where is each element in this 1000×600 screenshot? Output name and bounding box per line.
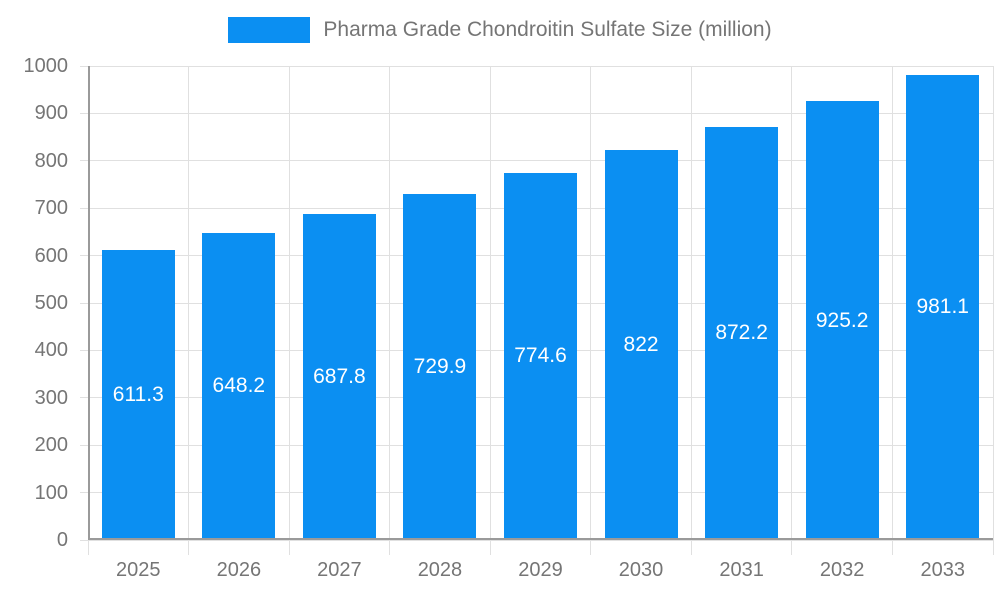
bar-value-label: 729.9	[413, 355, 467, 378]
x-gridline	[891, 66, 893, 555]
x-gridline	[489, 66, 491, 555]
bar-value-label: 981.1	[916, 295, 969, 319]
legend-swatch	[228, 17, 311, 43]
y-tick-label: 400	[34, 339, 68, 362]
legend-label: Pharma Grade Chondroitin Sulfate Size (m…	[323, 18, 772, 41]
legend-item[interactable]: Pharma Grade Chondroitin Sulfate Size (m…	[228, 17, 772, 43]
bar-2030[interactable]: 822	[604, 150, 678, 540]
y-gridline	[80, 160, 993, 162]
bar-value-label: 872.2	[715, 321, 768, 345]
bar-value-label: 648.2	[212, 374, 266, 398]
y-tick-label: 100	[34, 481, 68, 504]
bar-2028[interactable]: 729.9	[403, 194, 477, 540]
y-tick-label: 500	[34, 292, 68, 314]
bar-2027[interactable]: 687.8	[302, 213, 376, 540]
y-tick-label: 200	[34, 434, 68, 457]
y-tick-label: 800	[34, 149, 68, 172]
x-tick-label: 2025	[116, 559, 161, 581]
x-gridline	[288, 66, 290, 555]
x-tick-label: 2030	[618, 559, 664, 581]
y-gridline	[80, 539, 993, 541]
x-tick-label: 2032	[819, 559, 865, 581]
x-gridline	[389, 66, 391, 555]
y-tick-label: 700	[34, 197, 68, 220]
x-tick-label: 2028	[417, 559, 463, 581]
x-axis-line	[88, 538, 993, 540]
y-tick-label: 0	[56, 529, 68, 551]
x-gridline	[590, 66, 592, 555]
y-gridline	[80, 112, 993, 114]
y-tick-label: 300	[34, 386, 68, 409]
bar-2026[interactable]: 648.2	[202, 232, 276, 540]
x-tick-label: 2027	[317, 559, 362, 581]
y-tick-label: 1000	[23, 55, 69, 77]
plot-area: 0 100 200 300 400 500 600 700 800 900 1000 611.3 202…	[24, 55, 994, 581]
bar-2025[interactable]: 611.3	[101, 250, 175, 540]
x-gridline	[992, 66, 994, 555]
y-tick-label: 900	[34, 102, 68, 125]
x-gridline	[690, 66, 692, 555]
x-tick-label: 2029	[518, 559, 563, 581]
bar-2029[interactable]: 774.6	[504, 172, 577, 540]
bar-value-label: 611.3	[112, 383, 164, 407]
x-tick-label: 2033	[920, 559, 965, 581]
x-tick-label: 2031	[719, 559, 764, 581]
x-gridline	[791, 66, 793, 555]
bar-value-label: 822	[623, 333, 659, 357]
bar-value-label: 925.2	[815, 308, 869, 332]
x-gridline	[188, 66, 190, 555]
y-tick-label: 600	[34, 244, 68, 267]
legend: Pharma Grade Chondroitin Sulfate Size (m…	[0, 17, 1000, 43]
bar-2032[interactable]: 925.2	[805, 101, 879, 540]
x-tick-label: 2026	[216, 559, 262, 581]
y-gridline	[80, 65, 993, 67]
bar-2033[interactable]: 981.1	[906, 74, 980, 540]
bar-value-label: 687.8	[313, 364, 366, 388]
y-axis-line	[88, 66, 90, 540]
bar-2031[interactable]: 872.2	[705, 126, 779, 540]
bar-value-label: 774.6	[514, 344, 567, 368]
